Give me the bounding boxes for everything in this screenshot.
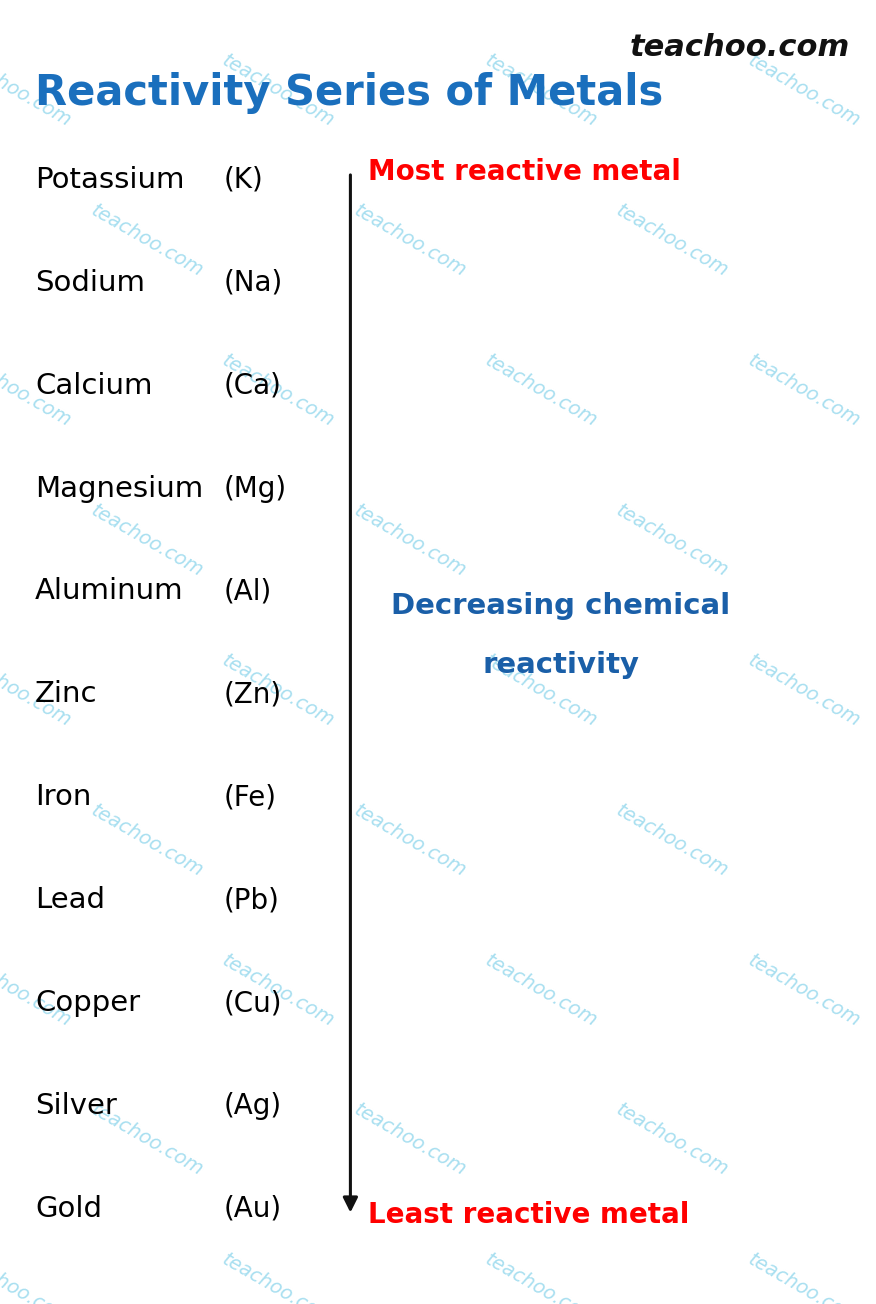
Text: teachoo.com: teachoo.com [350, 501, 470, 580]
Text: teachoo.com: teachoo.com [219, 951, 338, 1030]
Text: (Ag): (Ag) [223, 1091, 281, 1120]
Text: Potassium: Potassium [35, 166, 185, 194]
Text: teachoo.com: teachoo.com [88, 201, 207, 280]
Text: (Na): (Na) [223, 269, 283, 297]
Text: teachoo.com: teachoo.com [745, 351, 864, 430]
Text: teachoo.com: teachoo.com [745, 951, 864, 1030]
Text: teachoo.com: teachoo.com [613, 501, 732, 580]
Text: teachoo.com: teachoo.com [613, 201, 732, 280]
Text: teachoo.com: teachoo.com [0, 351, 75, 430]
Text: teachoo.com: teachoo.com [350, 1101, 470, 1180]
Text: (Zn): (Zn) [223, 681, 281, 708]
Text: Least reactive metal: Least reactive metal [368, 1201, 689, 1230]
Text: Copper: Copper [35, 988, 140, 1017]
Text: teachoo.com: teachoo.com [88, 1101, 207, 1180]
Text: Gold: Gold [35, 1194, 102, 1223]
Text: Decreasing chemical: Decreasing chemical [391, 592, 731, 621]
Text: teachoo.com: teachoo.com [745, 51, 864, 130]
Text: Reactivity Series of Metals: Reactivity Series of Metals [35, 72, 663, 113]
Text: Sodium: Sodium [35, 269, 145, 297]
Text: teachoo.com: teachoo.com [88, 501, 207, 580]
Text: Aluminum: Aluminum [35, 578, 184, 605]
Text: (Au): (Au) [223, 1194, 281, 1223]
Text: teachoo.com: teachoo.com [482, 951, 601, 1030]
Text: teachoo.com: teachoo.com [482, 351, 601, 430]
Text: teachoo.com: teachoo.com [350, 201, 470, 280]
Text: teachoo.com: teachoo.com [0, 51, 75, 130]
Text: reactivity: reactivity [482, 651, 639, 679]
Text: teachoo.com: teachoo.com [745, 651, 864, 730]
Text: teachoo.com: teachoo.com [219, 1251, 338, 1304]
Text: Most reactive metal: Most reactive metal [368, 158, 681, 186]
Text: (K): (K) [223, 166, 263, 194]
Text: Calcium: Calcium [35, 372, 152, 400]
Text: teachoo.com: teachoo.com [219, 351, 338, 430]
Text: teachoo.com: teachoo.com [482, 1251, 601, 1304]
Text: (Pb): (Pb) [223, 887, 279, 914]
Text: (Ca): (Ca) [223, 372, 281, 400]
Text: teachoo.com: teachoo.com [613, 801, 732, 880]
Text: teachoo.com: teachoo.com [219, 51, 338, 130]
Text: teachoo.com: teachoo.com [630, 33, 850, 61]
Text: teachoo.com: teachoo.com [0, 651, 75, 730]
Text: teachoo.com: teachoo.com [613, 1101, 732, 1180]
Text: teachoo.com: teachoo.com [219, 651, 338, 730]
Text: teachoo.com: teachoo.com [482, 51, 601, 130]
Text: (Mg): (Mg) [223, 475, 286, 502]
Text: teachoo.com: teachoo.com [482, 651, 601, 730]
Text: teachoo.com: teachoo.com [0, 1251, 75, 1304]
Text: Iron: Iron [35, 784, 91, 811]
Text: teachoo.com: teachoo.com [88, 801, 207, 880]
Text: teachoo.com: teachoo.com [745, 1251, 864, 1304]
Text: Lead: Lead [35, 887, 105, 914]
Text: (Cu): (Cu) [223, 988, 282, 1017]
Text: teachoo.com: teachoo.com [350, 801, 470, 880]
Text: Silver: Silver [35, 1091, 117, 1120]
Text: teachoo.com: teachoo.com [0, 951, 75, 1030]
Text: Zinc: Zinc [35, 681, 97, 708]
Text: (Al): (Al) [223, 578, 272, 605]
Text: (Fe): (Fe) [223, 784, 277, 811]
Text: Magnesium: Magnesium [35, 475, 203, 502]
